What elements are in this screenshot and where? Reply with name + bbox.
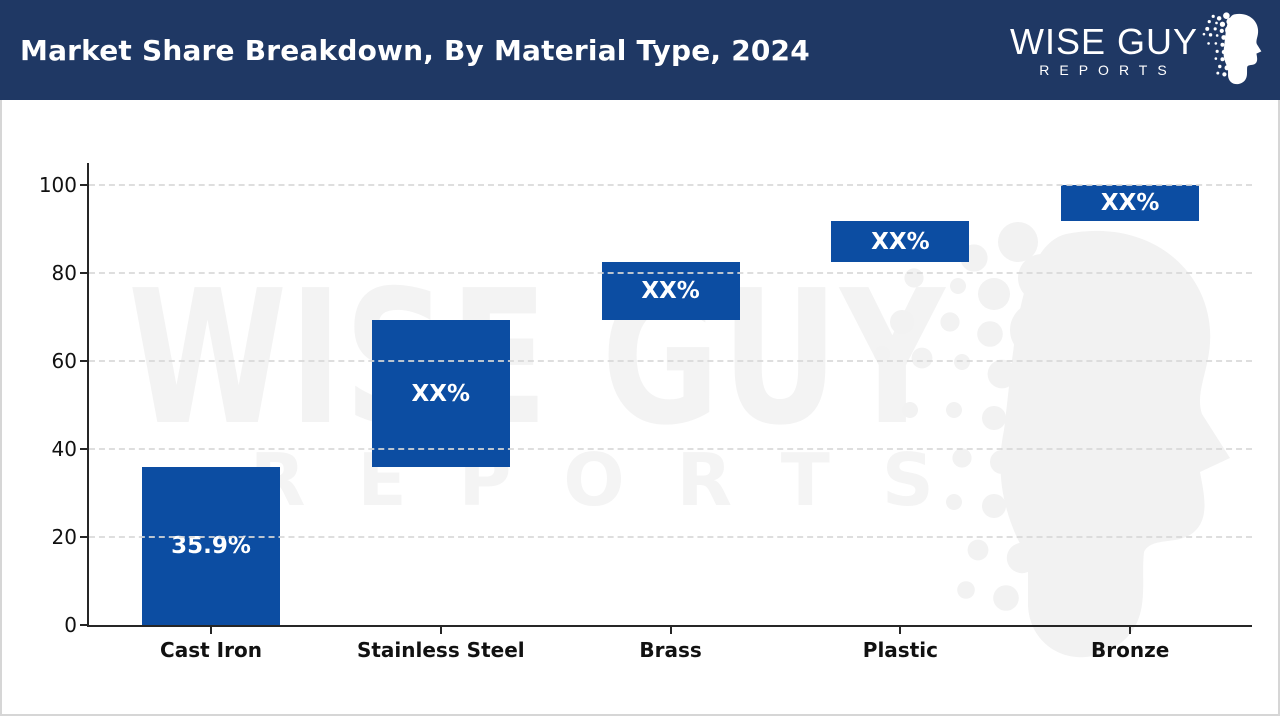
bar-bronze: XX% [1061, 185, 1200, 222]
y-tick-mark-100 [80, 184, 88, 186]
header-bar: Market Share Breakdown, By Material Type… [0, 0, 1280, 100]
bar-value-label: XX% [1100, 190, 1160, 217]
logo-wordmark: WISE GUY [1009, 20, 1198, 62]
bar-stainless-steel: XX% [371, 320, 510, 468]
x-category-label: Brass [639, 638, 702, 662]
y-tick-mark-0 [80, 624, 88, 626]
y-tick-mark-80 [80, 272, 88, 274]
bar-value-label: XX% [641, 278, 700, 305]
y-tick-label-40: 40 [51, 437, 77, 461]
logo-text: WISE GUY REPORTS [1009, 20, 1198, 78]
bar-cast-iron: 35.9% [142, 467, 280, 625]
x-tick-mark-4 [899, 626, 902, 634]
y-tick-label-80: 80 [51, 261, 77, 285]
x-tick-mark-5 [1129, 626, 1132, 634]
x-category-label: Stainless Steel [356, 638, 525, 662]
gridline-80 [89, 272, 1252, 274]
x-tick-mark-1 [210, 626, 212, 634]
bar-value-label: XX% [871, 228, 930, 255]
y-tick-label-100: 100 [38, 173, 77, 197]
y-tick-label-20: 20 [51, 525, 77, 549]
bar-brass: XX% [601, 262, 740, 321]
y-tick-mark-40 [80, 448, 88, 450]
y-tick-label-0: 0 [64, 613, 77, 637]
x-axis-spine [87, 625, 1252, 627]
wise-guy-logo: WISE GUY REPORTS [1010, 7, 1266, 93]
logo-head-icon [1200, 7, 1266, 93]
x-tick-mark-3 [669, 626, 672, 634]
x-category-label: Bronze [1091, 638, 1170, 662]
x-category-label: Plastic [862, 638, 938, 662]
gridline-20 [89, 536, 1252, 538]
y-tick-mark-60 [80, 360, 88, 362]
chart-title: Market Share Breakdown, By Material Type… [20, 33, 810, 67]
gridline-60 [89, 360, 1252, 362]
gridline-40 [89, 448, 1252, 450]
bar-plastic: XX% [831, 221, 970, 262]
logo-subtitle: REPORTS [1039, 61, 1177, 78]
x-category-label: Cast Iron [160, 638, 262, 662]
gridline-100 [89, 184, 1252, 186]
y-tick-label-60: 60 [51, 349, 77, 373]
y-axis-spine [87, 163, 89, 627]
y-tick-mark-20 [80, 536, 88, 538]
bar-value-label: XX% [411, 380, 471, 407]
x-tick-mark-2 [439, 626, 442, 634]
